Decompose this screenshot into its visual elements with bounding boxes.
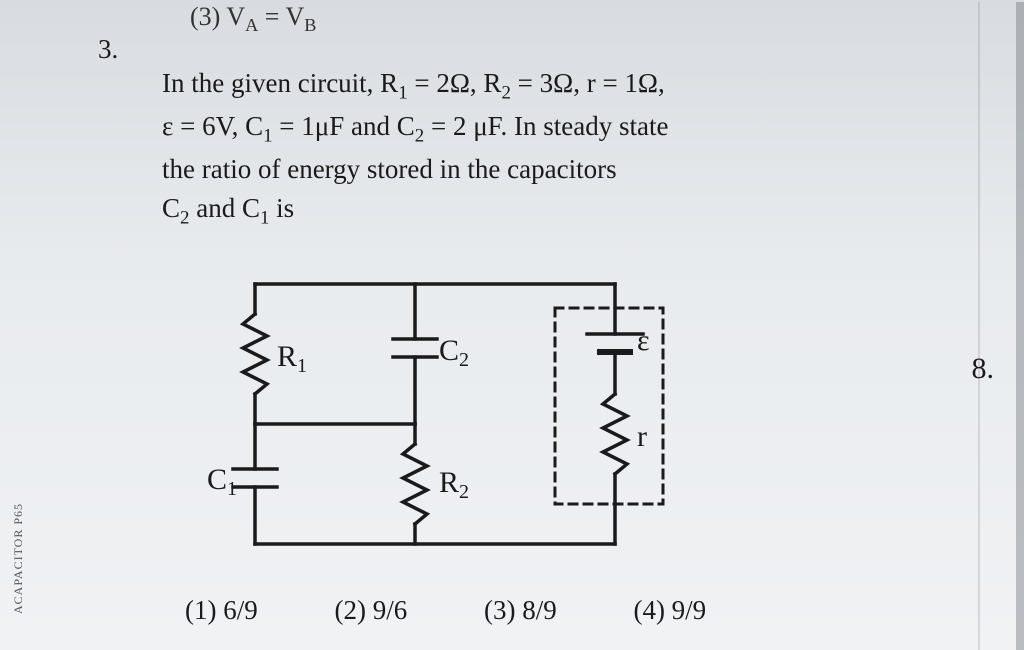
page-footer-code: ACAPACITOR P65	[11, 503, 26, 614]
next-question-number: 8.	[972, 352, 995, 386]
answer-options: (1) 6/9 (2) 9/6 (3) 8/9 (4) 9/9	[185, 595, 954, 626]
option-4: (4) 9/9	[633, 595, 706, 626]
option-2: (2) 9/6	[334, 595, 407, 626]
label-R1: R1	[277, 340, 307, 377]
column-divider	[978, 2, 980, 650]
label-R2: R2	[439, 466, 469, 503]
option-1: (1) 6/9	[185, 595, 258, 626]
question-number: 3.	[98, 34, 118, 65]
label-C2: C2	[439, 334, 469, 371]
label-eps: ε	[637, 324, 650, 357]
question-text: In the given circuit, R1 = 2Ω, R2 = 3Ω, …	[162, 64, 932, 232]
circuit-diagram: R1 C2 C1 R2 ε r	[195, 254, 954, 589]
page-edge-shadow	[1016, 2, 1024, 650]
page-content: (3) VA = VB 3. In the given circuit, R1 …	[0, 2, 1024, 626]
label-r: r	[637, 420, 647, 453]
prev-answer-fragment: (3) VA = VB	[190, 2, 954, 36]
option-3: (3) 8/9	[484, 595, 557, 626]
